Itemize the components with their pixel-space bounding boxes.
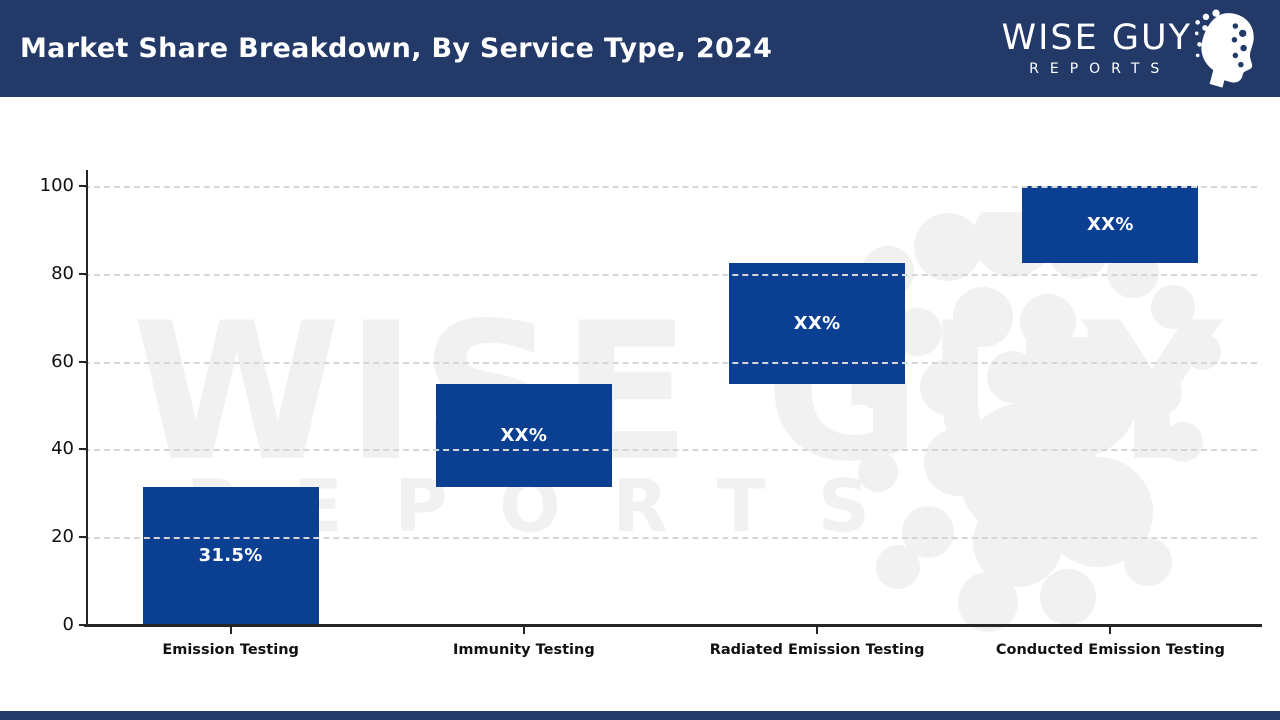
bar-conducted-emission-testing: XX% [1022,186,1199,263]
y-axis-tick-label: 60 [51,350,74,372]
gridline [84,273,1257,276]
y-axis-tick [79,272,87,275]
x-axis-category-label: Radiated Emission Testing [709,642,925,658]
gridline [84,186,1257,188]
y-axis-tick [79,624,87,626]
y-axis-tick-label: 20 [51,526,74,548]
header: Market Share Breakdown, By Service Type,… [0,0,1280,97]
y-axis-tick [79,185,87,187]
x-axis-category-label: Immunity Testing [453,642,595,658]
y-axis-tick-label: 100 [39,175,74,196]
x-axis-category-label: Conducted Emission Testing [995,642,1225,658]
logo-wordmark: WISE GUY [1001,18,1192,58]
y-axis-tick [79,448,87,451]
y-axis-tick [79,360,87,363]
y-axis-tick-label: 0 [62,614,74,635]
bar-radiated-emission-testing: XX% [729,262,906,384]
bar-value-label: XX% [1087,213,1134,235]
gridline [84,449,1257,452]
logo-face-icon [1194,8,1254,88]
logo-subtitle: REPORTS [1029,61,1171,77]
gridline [84,537,1257,540]
x-axis-tick [816,627,819,634]
gridline [84,361,1257,364]
bar-immunity-testing: XX% [435,383,612,487]
x-axis-tick [522,627,525,634]
bar-value-label: XX% [500,424,548,446]
bar-emission-testing: 31.5% [142,486,319,625]
y-axis-tick [79,536,87,539]
page-title: Market Share Breakdown, By Service Type,… [20,33,773,64]
bar-value-label: 31.5% [198,545,263,567]
footer-strip [0,711,1280,720]
y-axis-line [86,170,88,626]
x-axis-tick [1109,627,1112,634]
y-axis-tick-label: 40 [51,438,74,460]
x-axis-line [84,624,1262,627]
x-axis-tick [229,627,232,634]
x-axis-category-label: Emission Testing [162,642,299,658]
y-axis-tick-label: 80 [51,262,74,284]
bar-value-label: XX% [793,312,841,334]
logo-text: WISE GUY REPORTS [1001,18,1192,77]
plot-area: 31.5% XX% XX% XX% [84,186,1257,625]
wise-guy-reports-logo: WISE GUY REPORTS [1001,8,1262,89]
